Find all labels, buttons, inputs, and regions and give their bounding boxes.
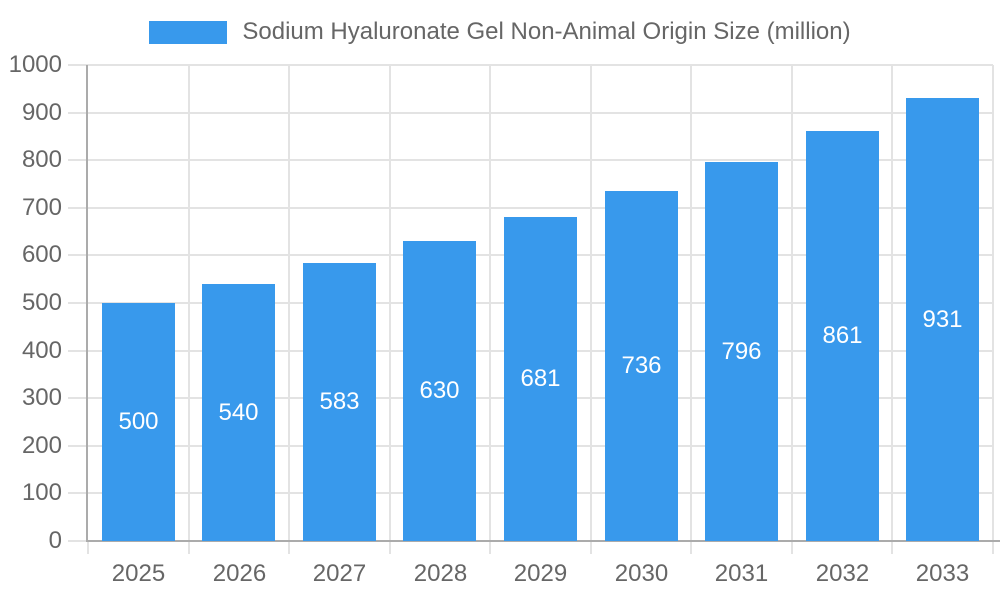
x-gridline xyxy=(590,65,592,541)
plot-area: 0 100 200 300 400 500 600 700 800 900 1000 500 2025 5… xyxy=(9,51,1000,587)
x-axis-label: 2029 xyxy=(513,560,568,587)
y-axis-tick xyxy=(68,302,88,304)
y-gridline xyxy=(88,207,993,209)
x-axis-tick xyxy=(188,541,190,554)
y-axis-label: 100 xyxy=(21,479,62,506)
y-gridline xyxy=(88,112,993,114)
x-gridline xyxy=(690,65,692,541)
chart-legend[interactable]: Sodium Hyaluronate Gel Non-Animal Origin… xyxy=(0,19,1000,45)
bar-value-label: 736 xyxy=(621,352,662,379)
bar-value-label: 540 xyxy=(218,399,259,426)
x-axis-label: 2031 xyxy=(714,560,769,587)
y-axis-tick xyxy=(68,112,88,114)
y-axis-label: 1000 xyxy=(8,51,62,78)
x-axis-label: 2027 xyxy=(312,560,367,587)
y-axis-label: 800 xyxy=(21,146,62,173)
y-axis-tick xyxy=(68,159,88,161)
y-axis-label: 600 xyxy=(21,241,62,268)
x-gridline xyxy=(389,65,391,541)
y-axis-tick xyxy=(68,254,88,256)
bar-2028[interactable]: 630 xyxy=(403,241,476,541)
x-axis-label: 2032 xyxy=(815,560,870,587)
y-axis-label: 900 xyxy=(21,99,62,126)
x-gridline xyxy=(188,65,190,541)
y-axis-tick xyxy=(68,207,88,209)
x-gridline xyxy=(288,65,290,541)
bar-2031[interactable]: 796 xyxy=(705,162,778,541)
y-axis-label: 400 xyxy=(21,337,62,364)
bar-value-label: 796 xyxy=(721,338,762,365)
x-axis-label: 2030 xyxy=(614,560,669,587)
legend-swatch xyxy=(149,20,228,44)
x-axis-tick xyxy=(891,541,893,554)
bar-2027[interactable]: 583 xyxy=(303,263,376,541)
bar-2030[interactable]: 736 xyxy=(605,191,678,541)
x-axis-label: 2026 xyxy=(212,560,267,587)
bar-2025[interactable]: 500 xyxy=(102,303,175,541)
bar-2033[interactable]: 931 xyxy=(906,98,979,541)
y-axis-tick xyxy=(68,350,88,352)
x-axis-tick xyxy=(87,541,89,554)
x-axis-line xyxy=(86,540,1000,542)
bar-value-label: 630 xyxy=(419,377,460,404)
bar-value-label: 583 xyxy=(319,388,360,415)
bar-2026[interactable]: 540 xyxy=(202,284,275,541)
x-axis-label: 2033 xyxy=(915,560,970,587)
bar-value-label: 681 xyxy=(520,365,561,392)
bar-2032[interactable]: 861 xyxy=(806,131,879,541)
bar-2029[interactable]: 681 xyxy=(504,217,577,541)
y-axis-tick xyxy=(68,397,88,399)
x-axis-tick xyxy=(690,541,692,554)
y-gridline xyxy=(88,159,993,161)
x-axis-tick xyxy=(489,541,491,554)
x-axis-tick xyxy=(791,541,793,554)
bar-value-label: 861 xyxy=(822,322,863,349)
x-axis-label: 2028 xyxy=(413,560,468,587)
y-axis-label: 500 xyxy=(21,289,62,316)
x-gridline xyxy=(489,65,491,541)
y-axis-label: 200 xyxy=(21,432,62,459)
x-axis-tick xyxy=(992,541,994,554)
x-gridline xyxy=(891,65,893,541)
x-axis-label: 2025 xyxy=(111,560,166,587)
y-axis-tick xyxy=(68,492,88,494)
y-gridline xyxy=(88,64,993,66)
legend-label: Sodium Hyaluronate Gel Non-Animal Origin… xyxy=(242,18,851,45)
x-axis-tick xyxy=(389,541,391,554)
y-axis-tick xyxy=(68,445,88,447)
x-axis-tick xyxy=(590,541,592,554)
x-axis-tick xyxy=(288,541,290,554)
y-axis-label: 300 xyxy=(21,384,62,411)
bar-value-label: 500 xyxy=(118,408,159,435)
y-axis-line xyxy=(86,65,88,542)
bar-value-label: 931 xyxy=(922,306,963,333)
x-gridline xyxy=(791,65,793,541)
y-axis-label: 0 xyxy=(48,527,62,554)
y-axis-tick xyxy=(68,64,88,66)
y-axis-tick xyxy=(68,540,88,542)
x-gridline xyxy=(992,65,994,541)
y-axis-label: 700 xyxy=(21,194,62,221)
